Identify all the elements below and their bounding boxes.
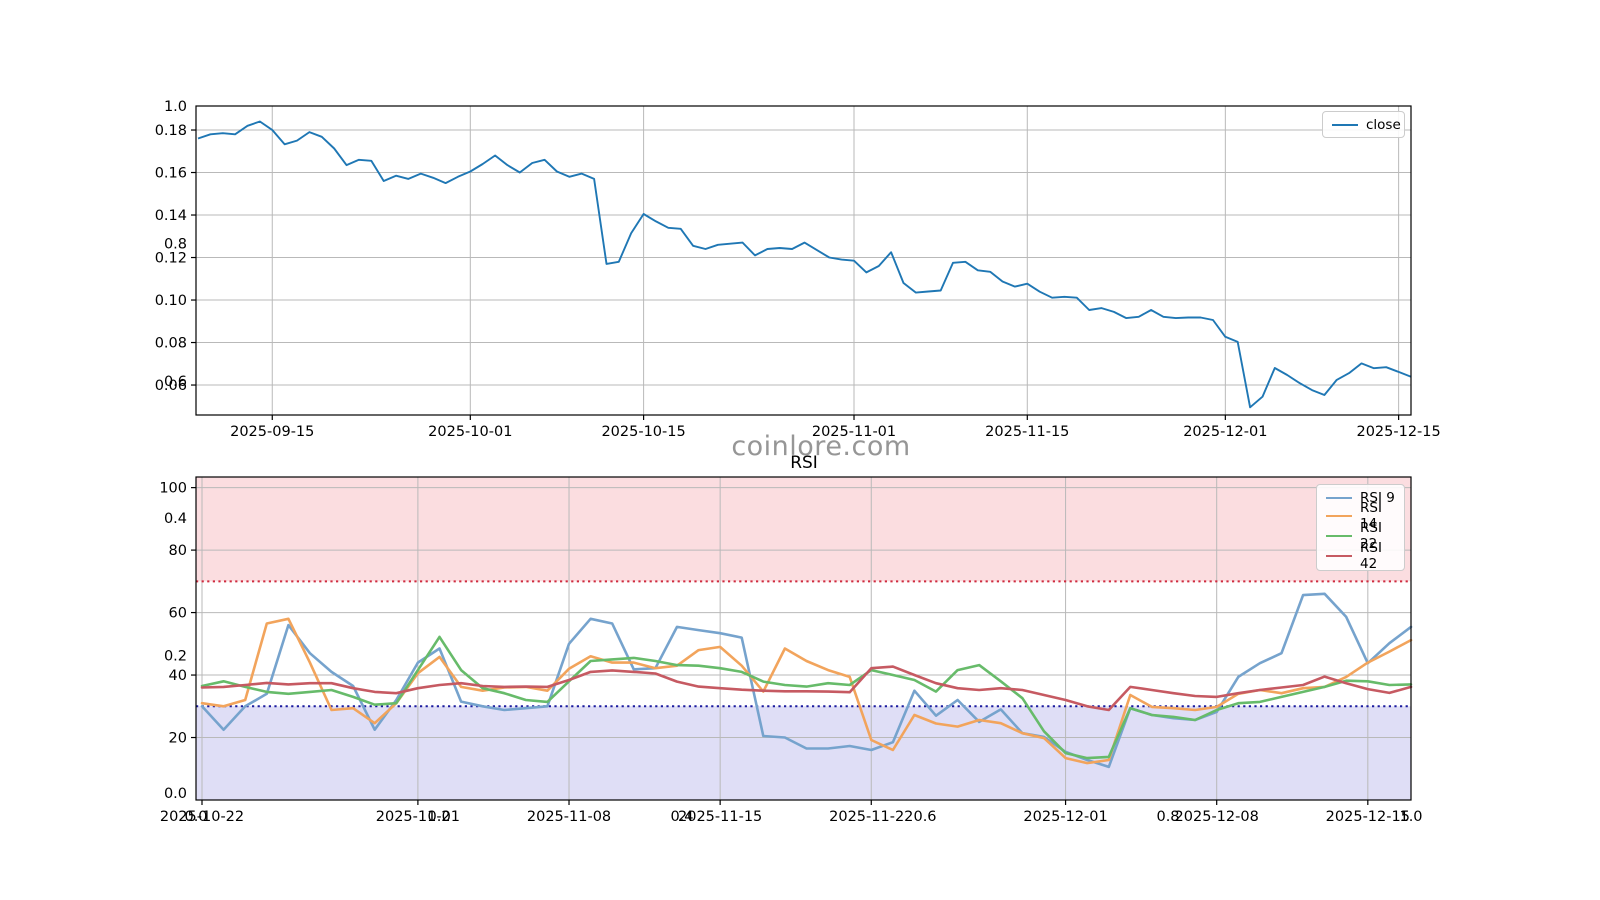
overlay-y-tick-label: 0.6: [164, 374, 187, 390]
rsi-x-tick-label: 2025-12-15: [1326, 809, 1410, 825]
oversold-band: [196, 706, 1411, 800]
overlay-y-tick-label: 0.2: [164, 649, 187, 665]
rsi-panel-title: RSI: [790, 453, 818, 473]
rsi-y-tick-label: 40: [169, 668, 187, 684]
rsi-y-tick-label: 100: [159, 481, 187, 497]
overlay-x-tick-label: 1.0: [1399, 809, 1422, 825]
rsi22-legend-label: RSI 22: [1360, 520, 1382, 552]
overlay-y-tick-label: 0.0: [164, 786, 187, 802]
rsi-42-line: [200, 665, 1413, 712]
price-x-tick-label: 2025-10-15: [601, 424, 685, 440]
rsi-y-tick-label: 20: [169, 731, 187, 747]
price-x-tick-label: 2025-12-01: [1183, 424, 1267, 440]
overlay-x-tick-label: 0.6: [913, 809, 936, 825]
price-y-tick-label: 0.12: [155, 251, 187, 267]
overlay-x-tick-label: 0.2: [427, 809, 450, 825]
rsi-x-tick-label: 2025-11-01: [376, 809, 460, 825]
price-x-tick-label: 2025-12-15: [1356, 424, 1440, 440]
rsi14-legend-swatch: [1326, 515, 1352, 517]
overlay-x-tick-label: 0.8: [1156, 809, 1179, 825]
price-y-tick-label: 0.10: [155, 293, 187, 309]
rsi-x-tick-label: 2025-11-22: [829, 809, 913, 825]
rsi-x-tick-label: 2025-12-08: [1175, 809, 1259, 825]
overlay-y-tick-label: 1.0: [164, 99, 187, 115]
rsi14-legend-label: RSI 14: [1360, 500, 1382, 532]
rsi-x-tick-label: 2025-11-08: [527, 809, 611, 825]
rsi-x-tick-label: 2025-10-22: [160, 809, 244, 825]
close-line: [197, 120, 1412, 409]
overbought-band: [196, 477, 1411, 582]
rsi-x-tick-label: 2025-12-01: [1023, 809, 1107, 825]
price-y-tick-label: 0.16: [155, 166, 187, 182]
rsi42-legend-label: RSI 42: [1360, 540, 1382, 572]
close-legend-label: close: [1366, 116, 1401, 133]
close-legend-swatch: [1332, 123, 1358, 126]
overlay-x-tick-label: 0.4: [670, 809, 693, 825]
price-y-tick-label: 0.14: [155, 208, 187, 224]
rsi9-legend-swatch: [1326, 496, 1352, 499]
price-chart-panel: 0.18 0.16 0.14 0.12 0.10 0.08 0.06 2025-09-15 20…: [155, 105, 1441, 440]
overlay-y-tick-label: 0.8: [164, 236, 187, 252]
rsi22-legend-swatch: [1326, 535, 1352, 537]
overlay-y-tick-label: 0.4: [164, 511, 187, 527]
rsi-x-tick-label: 2025-11-15: [678, 809, 762, 825]
rsi-y-tick-label: 80: [169, 543, 187, 559]
overlay-axis-labels: 1.0 0.8 0.6 0.4 0.2 0.0 0.0 0.2 0.4 0.6 0.8 1.0: [164, 99, 1423, 825]
legend-item: RSI 9: [1326, 489, 1395, 506]
price-legend: close: [1322, 111, 1405, 138]
legend-item: RSI 22: [1326, 520, 1395, 552]
price-x-tick-label: 2025-10-01: [428, 424, 512, 440]
price-y-tick-label: 0.06: [155, 378, 187, 394]
rsi42-legend-swatch: [1326, 555, 1352, 557]
price-x-tick-label: 2025-11-01: [812, 424, 896, 440]
legend-item: RSI 14: [1326, 500, 1395, 532]
rsi-legend: RSI 9 RSI 14 RSI 22 RSI 42: [1316, 484, 1405, 572]
rsi9-legend-label: RSI 9: [1360, 489, 1395, 506]
legend-item: close: [1332, 116, 1401, 133]
price-x-tick-label: 2025-09-15: [230, 424, 314, 440]
legend-item: RSI 42: [1326, 540, 1395, 572]
price-x-tick-label: 2025-11-15: [985, 424, 1069, 440]
price-y-tick-label: 0.18: [155, 123, 187, 139]
rsi-chart-panel: 100 80 60 40 20 2025-10-22 2025-11-01 2025-11-0…: [159, 476, 1413, 825]
price-y-tick-label: 0.08: [155, 336, 187, 352]
rsi-y-tick-label: 60: [169, 606, 187, 622]
watermark: coinlore.com: [731, 431, 911, 462]
overlay-x-tick-label: 0.0: [184, 809, 207, 825]
